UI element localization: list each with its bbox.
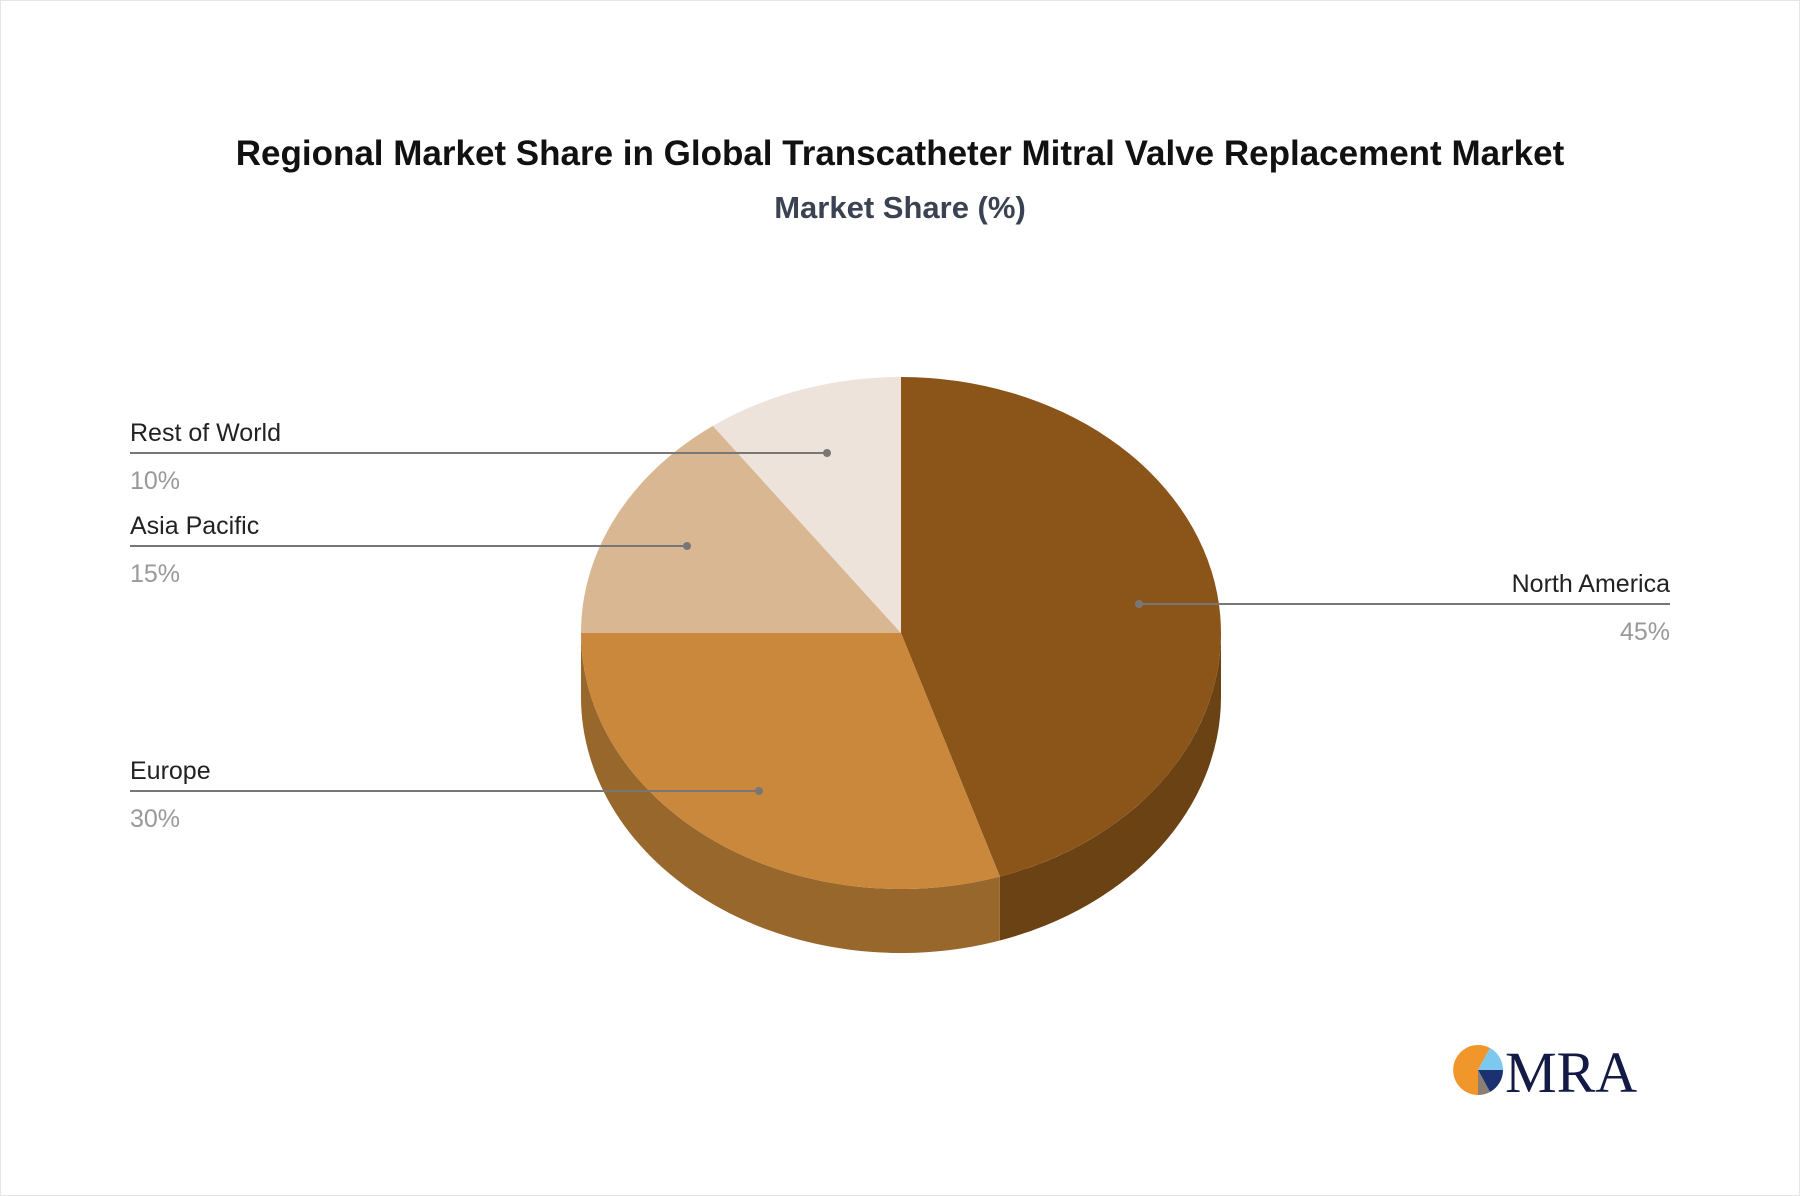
pie-slice-europe[interactable]: [581, 633, 1000, 889]
label-rest-of-world: Rest of World: [130, 419, 281, 447]
pie-side-north-america: [999, 633, 1221, 941]
pie-slice-rest-of-world[interactable]: [712, 377, 901, 633]
value-label-europe: 30%: [130, 805, 180, 833]
label-north-america: North America: [1512, 570, 1670, 598]
pie-slice-north-america[interactable]: [901, 377, 1221, 877]
mra-logo: MRA: [1453, 1040, 1637, 1100]
logo-gray-slice: [1478, 1070, 1490, 1096]
pie-slice-asia-pacific[interactable]: [581, 425, 901, 633]
logo-text: MRA: [1505, 1040, 1637, 1100]
leader-dot-europe: [755, 787, 763, 795]
logo-orange-slice: [1453, 1045, 1490, 1095]
logo-navy-slice: [1478, 1070, 1504, 1092]
value-label-north-america: 45%: [1620, 618, 1670, 646]
chart-subtitle: Market Share (%): [774, 190, 1026, 225]
logo-blue-slice: [1478, 1048, 1504, 1070]
label-asia-pacific: Asia Pacific: [130, 512, 259, 540]
leader-dot-rest-of-world: [823, 449, 831, 457]
label-europe: Europe: [130, 757, 211, 785]
value-label-asia-pacific: 15%: [130, 560, 180, 588]
leader-dot-north-america: [1135, 600, 1143, 608]
value-label-rest-of-world: 10%: [130, 467, 180, 495]
pie-side-europe: [581, 633, 1000, 953]
chart-title: Regional Market Share in Global Transcat…: [235, 134, 1565, 173]
leader-dot-asia-pacific: [683, 542, 691, 550]
